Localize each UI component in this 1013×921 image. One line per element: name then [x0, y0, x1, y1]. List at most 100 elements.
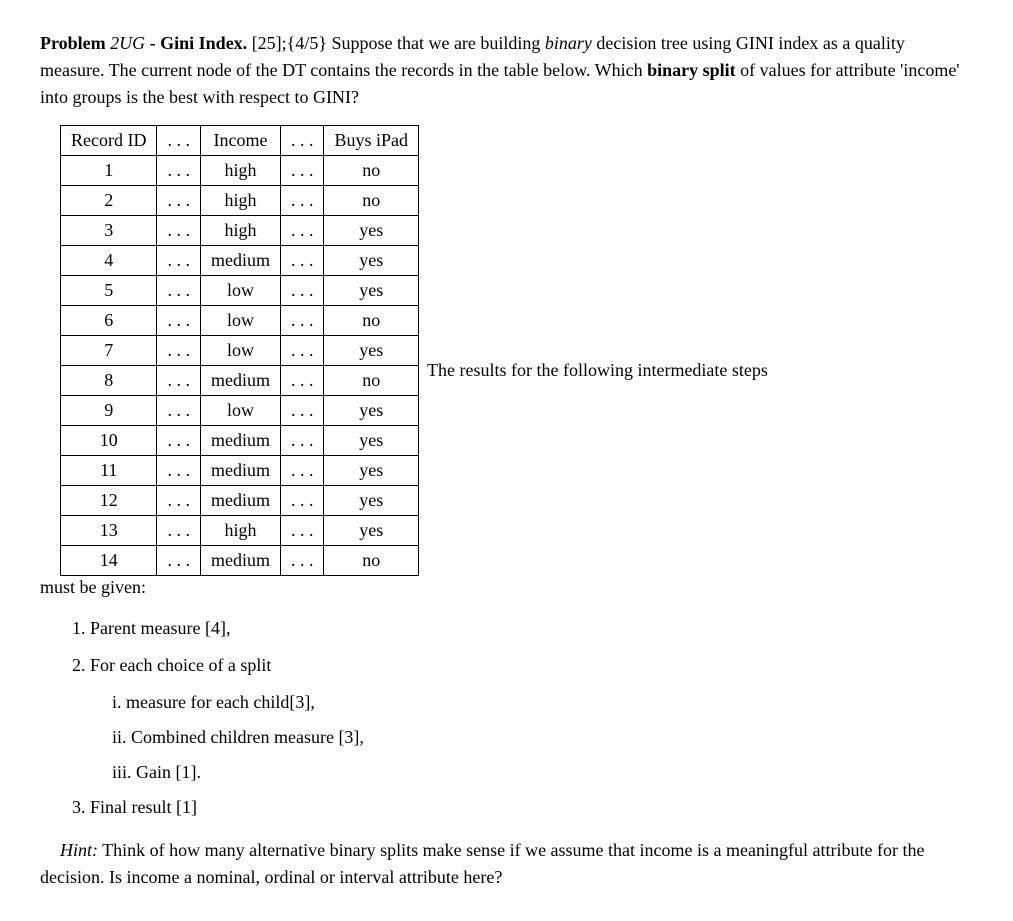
- table-cell: high: [200, 186, 280, 216]
- th-buys: Buys iPad: [324, 126, 419, 156]
- table-cell: high: [200, 216, 280, 246]
- table-cell: 9: [61, 396, 157, 426]
- table-cell: high: [200, 516, 280, 546]
- table-row: 12. . .medium. . .yes: [61, 486, 419, 516]
- table-cell: . . .: [280, 276, 324, 306]
- list-item: 1. Parent measure [4],: [72, 615, 973, 642]
- list-item: 2. For each choice of a split: [72, 652, 973, 679]
- table-cell: . . .: [280, 456, 324, 486]
- table-cell: . . .: [280, 426, 324, 456]
- table-cell: . . .: [157, 546, 201, 576]
- th-ellipsis1: . . .: [157, 126, 201, 156]
- table-row: 3. . .high. . .yes: [61, 216, 419, 246]
- table-cell: 11: [61, 456, 157, 486]
- table-cell: no: [324, 366, 419, 396]
- table-cell: high: [200, 156, 280, 186]
- problem-italic: binary: [545, 33, 592, 53]
- data-table: Record ID . . . Income . . . Buys iPad 1…: [60, 125, 419, 576]
- table-row: 8. . .medium. . .no: [61, 366, 419, 396]
- problem-bold-split: binary split: [647, 60, 736, 80]
- table-cell: . . .: [157, 186, 201, 216]
- hint-label: Hint:: [60, 840, 98, 860]
- table-cell: . . .: [157, 156, 201, 186]
- table-cell: medium: [200, 246, 280, 276]
- table-cell: medium: [200, 486, 280, 516]
- problem-statement: Problem 2UG - Gini Index. [25];{4/5} Sup…: [40, 30, 973, 111]
- table-cell: low: [200, 306, 280, 336]
- table-cell: . . .: [157, 216, 201, 246]
- table-row: 6. . .low. . .no: [61, 306, 419, 336]
- table-cell: . . .: [280, 246, 324, 276]
- table-row: 9. . .low. . .yes: [61, 396, 419, 426]
- table-cell: 7: [61, 336, 157, 366]
- table-cell: . . .: [280, 396, 324, 426]
- table-cell: yes: [324, 276, 419, 306]
- table-cell: . . .: [157, 276, 201, 306]
- table-cell: . . .: [280, 156, 324, 186]
- table-cell: yes: [324, 456, 419, 486]
- table-cell: . . .: [280, 186, 324, 216]
- table-cell: no: [324, 306, 419, 336]
- table-row: 5. . .low. . .yes: [61, 276, 419, 306]
- table-cell: 13: [61, 516, 157, 546]
- problem-title: - Gini Index.: [150, 33, 248, 53]
- table-cell: yes: [324, 246, 419, 276]
- table-cell: 2: [61, 186, 157, 216]
- th-record-id: Record ID: [61, 126, 157, 156]
- problem-meta: [25];{4/5} Suppose that we are building: [247, 33, 545, 53]
- table-cell: 12: [61, 486, 157, 516]
- data-table-wrap: Record ID . . . Income . . . Buys iPad 1…: [60, 125, 419, 576]
- table-cell: . . .: [157, 516, 201, 546]
- table-cell: 4: [61, 246, 157, 276]
- table-cell: yes: [324, 486, 419, 516]
- table-cell: low: [200, 336, 280, 366]
- table-cell: . . .: [157, 246, 201, 276]
- table-cell: 6: [61, 306, 157, 336]
- th-ellipsis2: . . .: [280, 126, 324, 156]
- table-cell: 8: [61, 366, 157, 396]
- table-cell: no: [324, 186, 419, 216]
- table-cell: yes: [324, 516, 419, 546]
- problem-code: 2UG: [106, 33, 150, 53]
- table-cell: low: [200, 276, 280, 306]
- table-cell: 14: [61, 546, 157, 576]
- list-item: i. measure for each child[3],: [112, 689, 973, 716]
- table-cell: 3: [61, 216, 157, 246]
- table-header-row: Record ID . . . Income . . . Buys iPad: [61, 126, 419, 156]
- list-item: iii. Gain [1].: [112, 759, 973, 786]
- table-cell: medium: [200, 366, 280, 396]
- table-cell: medium: [200, 546, 280, 576]
- table-cell: yes: [324, 396, 419, 426]
- table-cell: low: [200, 396, 280, 426]
- table-cell: . . .: [157, 426, 201, 456]
- th-income: Income: [200, 126, 280, 156]
- table-cell: 10: [61, 426, 157, 456]
- side-note: The results for the following intermedia…: [427, 357, 768, 384]
- table-row: 13. . .high. . .yes: [61, 516, 419, 546]
- table-cell: no: [324, 156, 419, 186]
- table-cell: yes: [324, 336, 419, 366]
- table-row: 11. . .medium. . .yes: [61, 456, 419, 486]
- table-cell: . . .: [280, 546, 324, 576]
- list-item: ii. Combined children measure [3],: [112, 724, 973, 751]
- table-cell: medium: [200, 456, 280, 486]
- after-table-text: must be given:: [40, 574, 973, 601]
- table-cell: yes: [324, 216, 419, 246]
- table-cell: . . .: [280, 366, 324, 396]
- table-cell: . . .: [280, 336, 324, 366]
- table-cell: 5: [61, 276, 157, 306]
- hint-paragraph: Hint: Think of how many alternative bina…: [40, 837, 973, 891]
- sublist: i. measure for each child[3], ii. Combin…: [112, 689, 973, 786]
- table-cell: medium: [200, 426, 280, 456]
- table-cell: . . .: [157, 486, 201, 516]
- table-cell: . . .: [280, 216, 324, 246]
- table-cell: . . .: [280, 306, 324, 336]
- table-cell: . . .: [157, 336, 201, 366]
- table-row: 10. . .medium. . .yes: [61, 426, 419, 456]
- table-row: 2. . .high. . .no: [61, 186, 419, 216]
- table-row: 4. . .medium. . .yes: [61, 246, 419, 276]
- problem-label: Problem: [40, 33, 106, 53]
- table-row: 14. . .medium. . .no: [61, 546, 419, 576]
- table-cell: 1: [61, 156, 157, 186]
- table-cell: . . .: [280, 486, 324, 516]
